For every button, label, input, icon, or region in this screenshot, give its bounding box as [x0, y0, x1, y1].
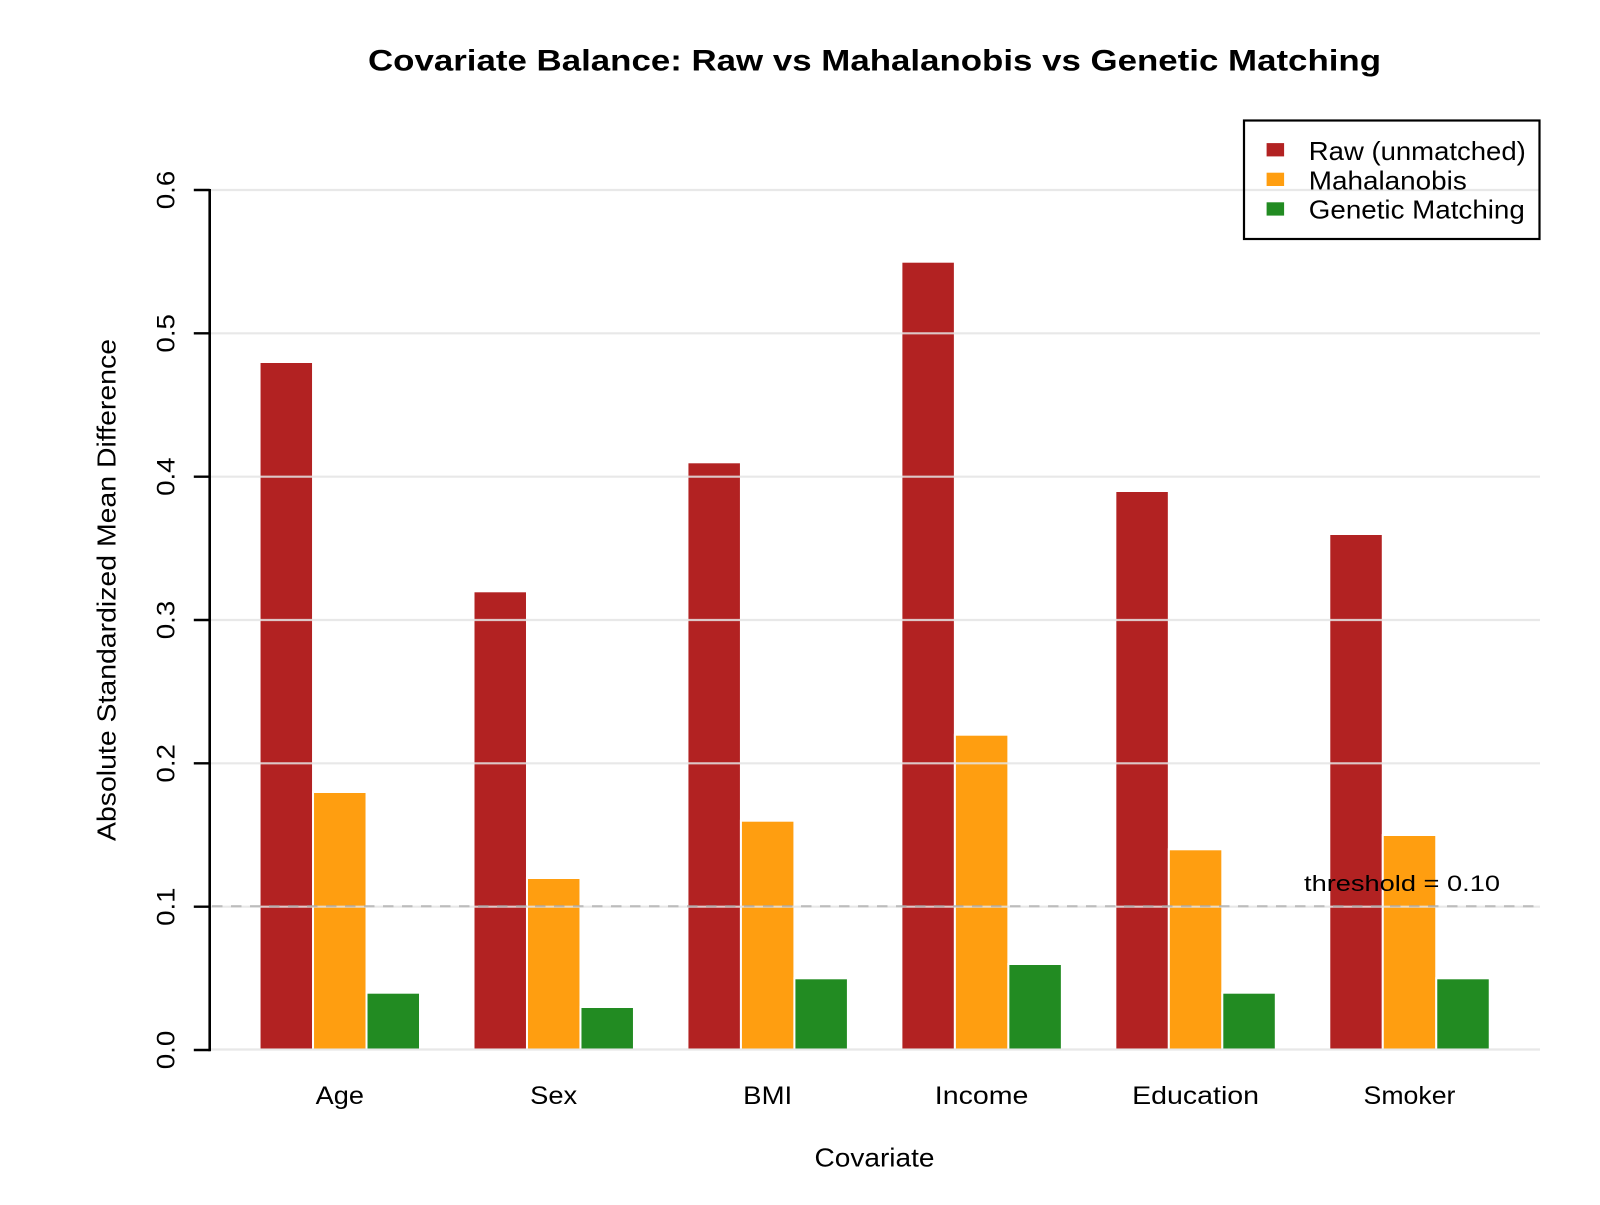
svg-text:Genetic Matching: Genetic Matching	[1309, 194, 1525, 224]
svg-text:Covariate Balance: Raw vs Maha: Covariate Balance: Raw vs Mahalanobis vs…	[368, 45, 1381, 78]
svg-text:Sex: Sex	[530, 1082, 578, 1110]
svg-text:Raw (unmatched): Raw (unmatched)	[1309, 136, 1526, 166]
svg-text:Mahalanobis: Mahalanobis	[1309, 166, 1467, 196]
svg-text:0.4: 0.4	[153, 457, 181, 496]
svg-text:Smoker: Smoker	[1364, 1082, 1456, 1110]
svg-text:0.5: 0.5	[153, 314, 181, 353]
svg-text:Income: Income	[935, 1082, 1029, 1110]
svg-text:0.0: 0.0	[153, 1031, 181, 1070]
svg-text:0.6: 0.6	[153, 171, 181, 210]
svg-text:0.3: 0.3	[153, 601, 181, 640]
svg-text:Covariate: Covariate	[815, 1143, 935, 1173]
svg-text:BMI: BMI	[743, 1082, 792, 1110]
svg-text:Education: Education	[1132, 1082, 1259, 1110]
svg-text:Age: Age	[316, 1082, 364, 1110]
svg-text:0.1: 0.1	[153, 887, 181, 926]
svg-text:threshold = 0.10: threshold = 0.10	[1304, 871, 1500, 896]
svg-text:0.2: 0.2	[153, 744, 181, 783]
svg-text:Absolute Standardized Mean Dif: Absolute Standardized Mean Difference	[92, 339, 122, 841]
